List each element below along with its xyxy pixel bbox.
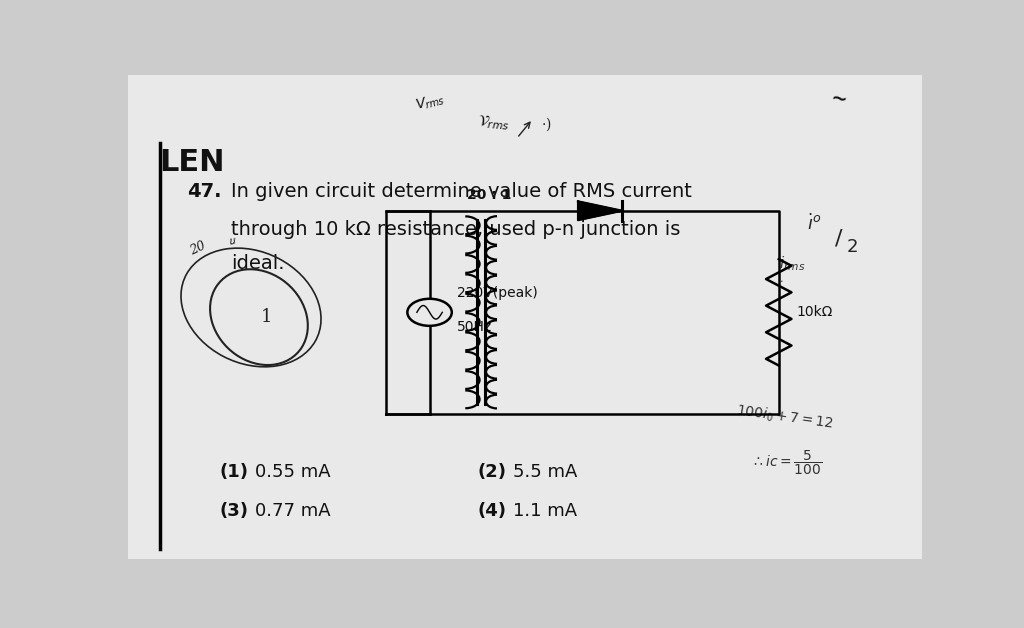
Text: 5.5 mA: 5.5 mA (513, 463, 578, 481)
Text: (3): (3) (219, 502, 248, 519)
Text: ideal.: ideal. (231, 254, 285, 273)
Text: $\mathcal{V}_{rms}$: $\mathcal{V}_{rms}$ (477, 113, 511, 133)
FancyBboxPatch shape (128, 75, 922, 559)
Text: 220V(peak): 220V(peak) (458, 286, 538, 300)
Text: 0.77 mA: 0.77 mA (255, 502, 331, 519)
Text: LEN: LEN (160, 148, 225, 177)
Text: through 10 kΩ resistance, used p-n junction is: through 10 kΩ resistance, used p-n junct… (231, 220, 681, 239)
Text: $/$: $/$ (835, 227, 844, 249)
Text: $100i_0+7=12$: $100i_0+7=12$ (735, 402, 835, 433)
Text: 10kΩ: 10kΩ (797, 305, 833, 319)
Text: 47.: 47. (187, 181, 222, 201)
Circle shape (408, 299, 452, 326)
Polygon shape (578, 202, 623, 220)
Text: 20 : 1: 20 : 1 (467, 188, 511, 202)
Text: $\therefore ic = \dfrac{5}{100}$: $\therefore ic = \dfrac{5}{100}$ (751, 448, 822, 477)
Text: $\dot{\imath}^o$: $\dot{\imath}^o$ (807, 214, 821, 234)
Text: (1): (1) (219, 463, 248, 481)
Text: In given circuit determine value of RMS current: In given circuit determine value of RMS … (231, 181, 692, 201)
Text: 1.1 mA: 1.1 mA (513, 502, 577, 519)
Text: 0.55 mA: 0.55 mA (255, 463, 331, 481)
Text: (2): (2) (477, 463, 506, 481)
Text: $\mathcal{u}$: $\mathcal{u}$ (227, 233, 238, 247)
Text: 50Hz: 50Hz (458, 320, 493, 334)
Text: $i_{rms}$: $i_{rms}$ (778, 255, 805, 273)
Text: $\cdot$): $\cdot$) (541, 115, 551, 133)
Text: 20: 20 (187, 239, 208, 257)
Text: $\cdot$: $\cdot$ (778, 275, 783, 285)
Text: $V_{rms}$: $V_{rms}$ (414, 90, 446, 114)
Text: 1: 1 (261, 308, 272, 326)
Text: (4): (4) (477, 502, 506, 519)
Text: $2$: $2$ (846, 238, 858, 256)
Text: $\mathbf{\sim}$: $\mathbf{\sim}$ (826, 87, 849, 109)
